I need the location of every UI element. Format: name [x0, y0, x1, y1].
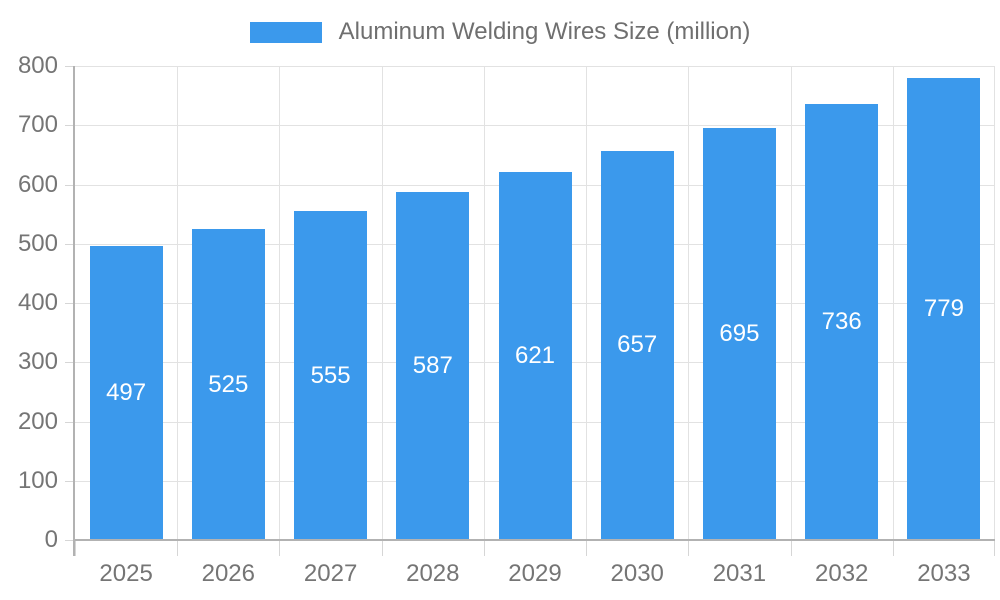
bar [805, 103, 879, 540]
y-tick-label: 500 [17, 230, 58, 257]
x-tick [177, 540, 178, 556]
x-tick [586, 540, 587, 556]
y-tick [65, 66, 75, 67]
bar-value-label: 695 [719, 320, 760, 348]
x-gridline [791, 66, 792, 540]
bar-value-label: 621 [514, 342, 556, 369]
y-tick-label: 800 [17, 52, 58, 79]
bar [702, 128, 776, 540]
x-tick [382, 540, 383, 556]
y-tick-label: 100 [17, 467, 58, 494]
y-tick [65, 125, 75, 126]
bar [396, 192, 470, 540]
x-gridline [279, 66, 280, 540]
chart-legend[interactable]: Aluminum Welding Wires Size (million) [0, 18, 1000, 46]
y-tick-label: 600 [17, 171, 58, 198]
y-tick-label: 700 [17, 111, 58, 138]
x-gridline [893, 66, 894, 540]
y-tick [65, 303, 75, 304]
bar-value-label: 587 [412, 352, 453, 380]
y-tick [65, 481, 75, 482]
x-tick-label: 2027 [303, 560, 358, 587]
x-tick-label: 2025 [99, 560, 153, 587]
bar-value-label: 555 [310, 361, 351, 389]
y-tick [65, 185, 75, 186]
bar [600, 150, 674, 540]
x-gridline [382, 66, 383, 540]
x-gridline [994, 66, 995, 540]
x-tick [484, 540, 485, 556]
x-tick-label: 2029 [508, 560, 562, 587]
x-gridline [586, 66, 587, 540]
x-tick-label: 2033 [917, 560, 971, 587]
y-tick [65, 540, 75, 541]
y-tick [65, 362, 75, 363]
x-axis-line [75, 539, 995, 541]
y-tick-label: 300 [17, 348, 58, 375]
y-gridline [75, 66, 995, 67]
bar [294, 211, 368, 540]
x-tick-label: 2030 [610, 560, 664, 587]
y-tick-label: 200 [17, 408, 58, 435]
x-tick [994, 540, 995, 556]
x-tick-label: 2031 [712, 560, 767, 587]
y-gridline [75, 125, 995, 126]
bar-value-label: 736 [821, 308, 862, 335]
x-gridline [484, 66, 485, 540]
x-tick [279, 540, 280, 556]
bar [191, 228, 265, 540]
legend-swatch-icon [249, 21, 322, 43]
x-tick [688, 540, 689, 556]
bar-value-label: 525 [208, 370, 249, 398]
x-tick-label: 2026 [201, 560, 255, 587]
bar-value-label: 657 [617, 331, 658, 359]
bar [498, 172, 572, 540]
x-gridline [177, 66, 178, 540]
x-gridline [688, 66, 689, 540]
bar-value-label: 779 [923, 295, 964, 323]
x-tick-label: 2032 [814, 560, 869, 587]
bar [907, 78, 981, 540]
legend-label: Aluminum Welding Wires Size (million) [338, 18, 751, 45]
bar [89, 245, 163, 540]
y-axis-line [73, 66, 75, 556]
y-tick [65, 422, 75, 423]
y-tick-label: 0 [44, 526, 58, 553]
bar-value-label: 497 [106, 378, 147, 406]
x-tick [75, 540, 76, 556]
x-tick [893, 540, 894, 556]
x-tick [791, 540, 792, 556]
y-tick-label: 400 [17, 289, 58, 316]
y-tick [65, 244, 75, 245]
x-tick-label: 2028 [406, 560, 460, 587]
